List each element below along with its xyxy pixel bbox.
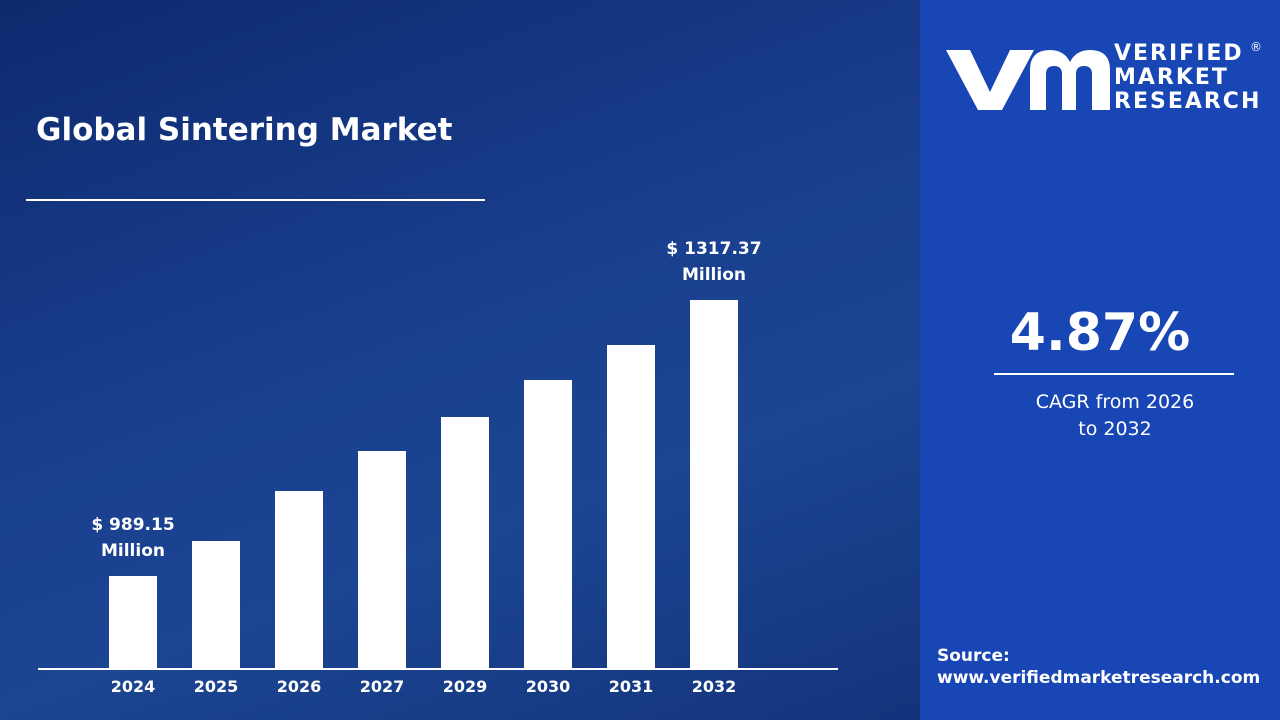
chart-title: Global Sintering Market: [36, 112, 453, 148]
bar: [192, 540, 240, 669]
bar: [358, 450, 406, 669]
bar: [275, 491, 323, 669]
bar: [690, 299, 738, 669]
title-rule: [26, 199, 485, 201]
bar: [607, 344, 655, 669]
cagr-rule: [994, 373, 1234, 375]
brand-text: RESEARCH: [1114, 89, 1262, 114]
bar: [524, 379, 572, 669]
cagr-caption: CAGR from 2026 to 2032: [1035, 391, 1195, 440]
x-axis: [38, 668, 838, 670]
bar: [441, 417, 489, 669]
logo-mark: [946, 50, 1110, 110]
source-label: Source:: [937, 646, 1010, 666]
x-tick-label: 2026: [276, 677, 322, 696]
brand-mark: ®: [1250, 40, 1262, 54]
brand-text: VERIFIED: [1114, 41, 1244, 66]
value-label: $ 1317.37 Million: [666, 238, 762, 285]
x-tick-label: 2024: [110, 677, 156, 696]
x-tick-label: 2029: [442, 677, 488, 696]
source-url: www.verifiedmarketresearch.com: [937, 668, 1261, 688]
x-tick-label: 2027: [359, 677, 405, 696]
x-tick-label: 2025: [193, 677, 239, 696]
cagr-value: 4.87%: [1009, 303, 1191, 363]
value-label: $ 989.15 Million: [91, 515, 175, 562]
side-panel: VERIFIED MARKET RESEARCH ® 4.87% CAGR fr…: [920, 0, 1280, 720]
bar: [109, 576, 157, 669]
brand-text: MARKET: [1114, 65, 1229, 90]
x-tick-label: 2030: [525, 677, 571, 696]
x-tick-label: 2032: [691, 677, 737, 696]
x-tick-label: 2031: [608, 677, 654, 696]
